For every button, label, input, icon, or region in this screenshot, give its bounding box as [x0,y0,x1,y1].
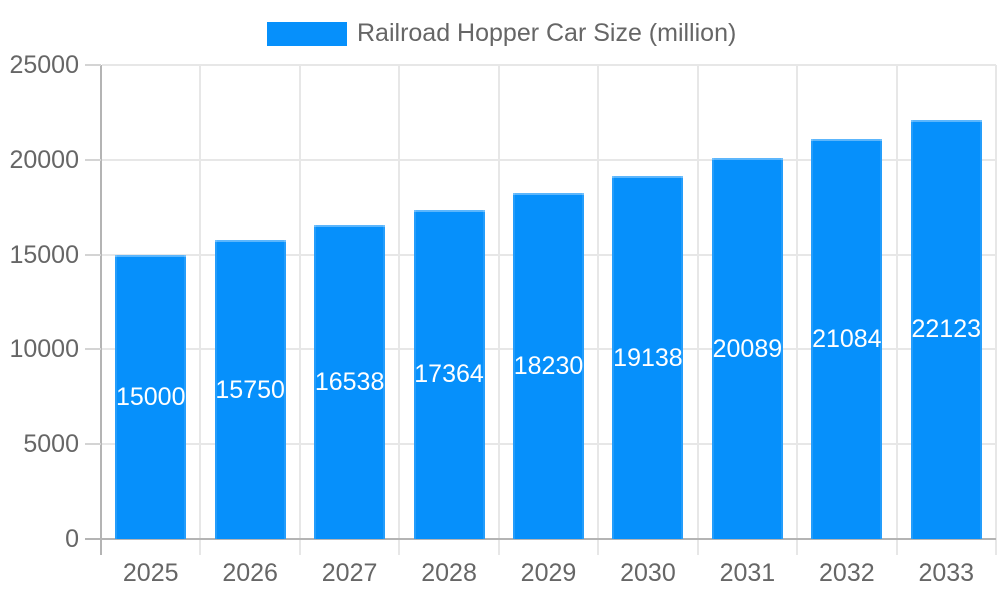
legend-swatch [267,21,347,46]
bar-value-label: 20089 [712,334,783,363]
gridline-vertical [895,65,898,555]
gridline-vertical [796,65,799,555]
bar-value-label: 16538 [314,368,385,397]
y-axis-tick [85,538,101,540]
gridline-vertical [199,65,202,555]
gridline-vertical [497,65,500,555]
x-axis-label: 2029 [520,559,577,587]
y-axis-tick [85,443,101,446]
bar-value-label: 22123 [911,315,982,344]
legend[interactable]: Railroad Hopper Car Size (million) [267,21,736,46]
bar[interactable] [115,254,187,539]
y-axis-label: 10000 [9,335,79,364]
y-axis-tick [85,253,101,256]
y-axis-label: 25000 [9,51,79,79]
y-axis-line [100,65,102,555]
bar-value-label: 21084 [812,325,882,354]
gridline-vertical [696,65,699,555]
bar[interactable] [612,176,684,539]
gridline-vertical [597,65,600,555]
bar[interactable] [811,139,883,539]
y-axis-tick [85,64,101,66]
gridline-vertical [398,65,401,555]
legend-label: Railroad Hopper Car Size (million) [357,19,737,47]
bar-value-label: 19138 [613,343,683,372]
bar-value-label: 15750 [215,375,285,404]
y-axis-tick [85,348,101,351]
y-axis-label: 5000 [23,430,79,459]
x-axis-label: 2033 [918,559,975,587]
y-axis-label: 20000 [9,145,79,174]
y-axis-tick [85,158,101,161]
bar-value-label: 18230 [513,352,584,381]
x-axis-label: 2026 [222,559,278,587]
x-axis-label: 2031 [719,559,776,587]
x-axis-label: 2027 [321,559,378,587]
x-axis-label: 2032 [819,559,875,587]
bar[interactable] [314,225,386,539]
bar[interactable] [214,240,286,539]
bar-value-label: 15000 [115,382,186,411]
gridline-horizontal [102,64,996,66]
y-axis-label: 0 [65,525,79,553]
gridline-vertical [995,65,997,555]
bar[interactable] [910,119,982,539]
x-axis-line [102,538,996,540]
gridline-vertical [298,65,301,555]
x-axis-label: 2030 [620,559,676,587]
bar[interactable] [413,209,485,539]
x-axis-label: 2028 [421,559,477,587]
bar[interactable] [711,158,783,539]
x-axis-label: 2025 [122,559,179,587]
y-axis-label: 15000 [9,240,79,269]
bar-value-label: 17364 [414,360,484,389]
bar[interactable] [513,193,584,539]
gridline-horizontal [102,158,996,161]
